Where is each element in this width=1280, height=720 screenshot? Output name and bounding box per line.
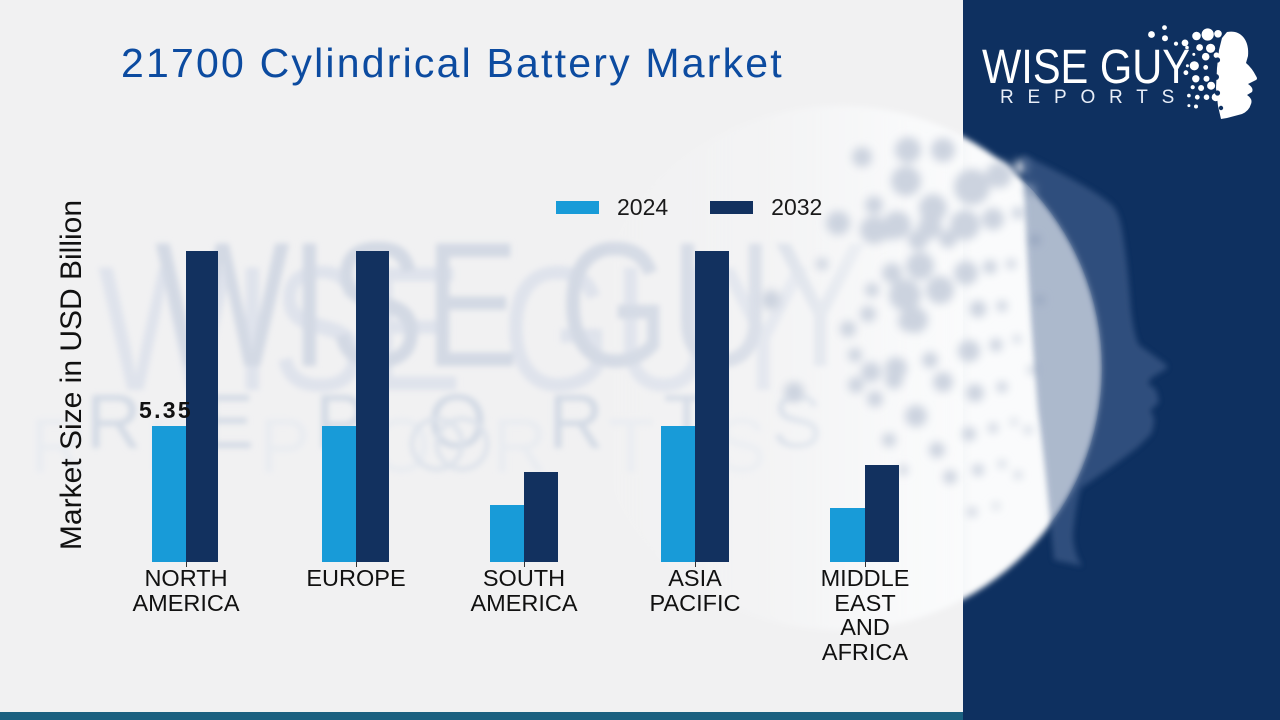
svg-text:WISE GUY: WISE GUY bbox=[982, 41, 1190, 94]
svg-text:REPORTS: REPORTS bbox=[1000, 87, 1188, 108]
